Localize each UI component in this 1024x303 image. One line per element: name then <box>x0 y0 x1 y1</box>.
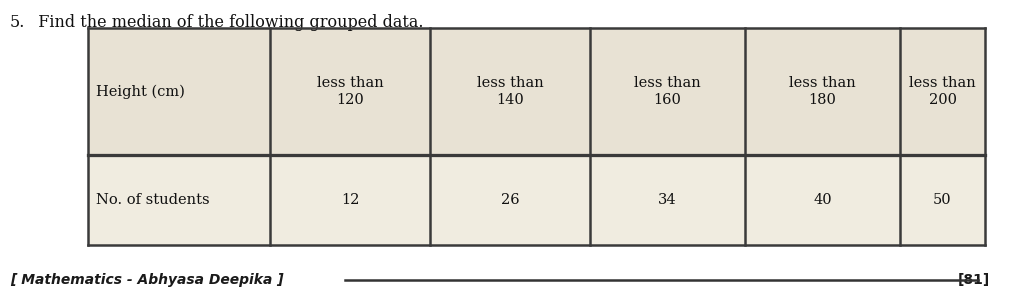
Text: [ Mathematics - Abhyasa Deepika ]: [ Mathematics - Abhyasa Deepika ] <box>10 273 284 287</box>
Text: Height (cm): Height (cm) <box>96 84 185 99</box>
Text: 50: 50 <box>933 193 952 207</box>
Text: less than
180: less than 180 <box>790 76 856 107</box>
Text: 34: 34 <box>658 193 677 207</box>
Bar <box>88 28 985 155</box>
Bar <box>88 155 985 245</box>
Text: Find the median of the following grouped data.: Find the median of the following grouped… <box>28 14 424 31</box>
Text: 40: 40 <box>813 193 831 207</box>
Text: less than
200: less than 200 <box>909 76 976 107</box>
Text: less than
160: less than 160 <box>634 76 700 107</box>
Text: [81]: [81] <box>957 273 990 287</box>
Text: No. of students: No. of students <box>96 193 210 207</box>
Text: 5.: 5. <box>10 14 26 31</box>
Text: 26: 26 <box>501 193 519 207</box>
Text: less than
120: less than 120 <box>316 76 383 107</box>
Text: less than
140: less than 140 <box>476 76 544 107</box>
Text: 12: 12 <box>341 193 359 207</box>
